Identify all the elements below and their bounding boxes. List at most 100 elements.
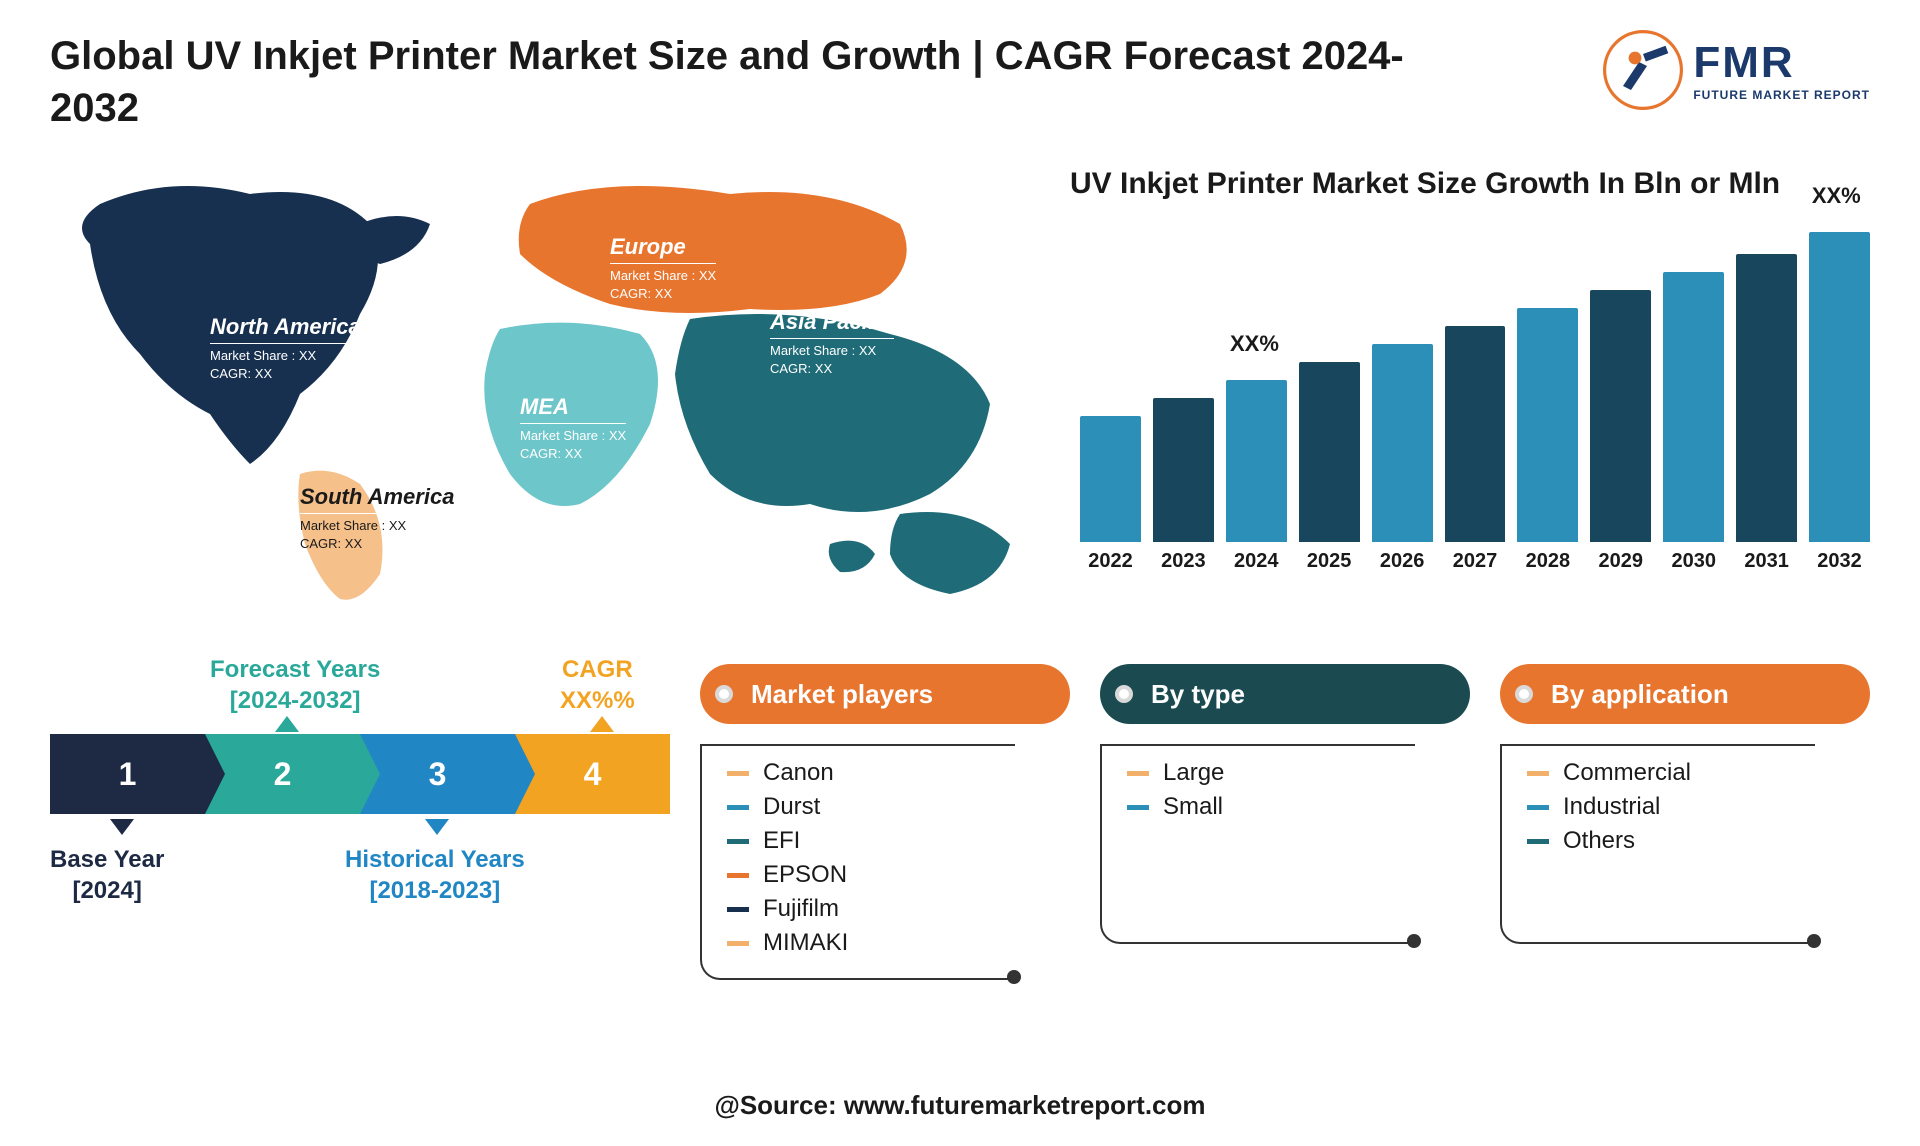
world-map: North AmericaMarket Share : XXCAGR: XX So… (50, 164, 1030, 604)
forecast-title: Forecast Years (210, 654, 380, 685)
telescope-icon (1603, 30, 1683, 110)
pill-list: Large Small (1100, 744, 1415, 944)
list-item-label: Durst (763, 793, 820, 821)
bar-wrap: 2027 (1445, 326, 1506, 573)
cagr-label: CAGR XX%% (560, 654, 635, 716)
list-item: Large (1127, 759, 1405, 787)
bullet-icon (727, 771, 749, 776)
pill-title: Market players (751, 679, 933, 710)
bar-year-label: 2031 (1744, 550, 1789, 573)
timeline-segment: 3 (360, 734, 515, 814)
bar-wrap: 2031 (1736, 254, 1797, 573)
bar-year-label: 2027 (1453, 550, 1498, 573)
bar-wrap: 2029 (1590, 290, 1651, 573)
bar-wrap: 2023 (1153, 398, 1214, 573)
list-item: Small (1127, 793, 1405, 821)
list-item: EPSON (727, 861, 1005, 889)
map-svg (50, 164, 1030, 604)
bar-annotation: XX% (1812, 183, 1861, 209)
bar-year-label: 2032 (1817, 550, 1862, 573)
list-item-label: Others (1563, 827, 1635, 855)
pill-list: Commercial Industrial Others (1500, 744, 1815, 944)
bar-year-label: 2025 (1307, 550, 1352, 573)
list-item-label: Small (1163, 793, 1223, 821)
bar (1663, 272, 1724, 542)
list-item-label: EPSON (763, 861, 847, 889)
bar-wrap: 2022 (1080, 416, 1141, 573)
bar (1517, 308, 1578, 542)
region-label: MEAMarket Share : XXCAGR: XX (520, 394, 626, 463)
page-title: Global UV Inkjet Printer Market Size and… (50, 30, 1450, 134)
top-section: North AmericaMarket Share : XXCAGR: XX So… (50, 164, 1870, 604)
bar-annotation: XX% (1230, 331, 1279, 357)
bar (1736, 254, 1797, 542)
bar-year-label: 2024 (1234, 550, 1279, 573)
bar (1153, 398, 1214, 542)
pill-columns: Market players Canon Durst EFI EPSON Fujifilm… (700, 664, 1870, 980)
cagr-title: CAGR (560, 654, 635, 685)
logo: FMR FUTURE MARKET REPORT (1603, 30, 1870, 110)
forecast-range: [2024-2032] (210, 685, 380, 716)
bar-wrap: 2028 (1517, 308, 1578, 573)
bar-year-label: 2028 (1526, 550, 1571, 573)
bar-year-label: 2026 (1380, 550, 1425, 573)
pill-header: By type (1100, 664, 1470, 724)
cagr-value: XX%% (560, 685, 635, 716)
bullet-icon (1527, 771, 1549, 776)
list-item: Industrial (1527, 793, 1805, 821)
bullet-icon (727, 907, 749, 912)
historical-title: Historical Years (345, 844, 525, 875)
pill-column: By type Large Small (1100, 664, 1470, 980)
pill-header: By application (1500, 664, 1870, 724)
region-label: North AmericaMarket Share : XXCAGR: XX (210, 314, 361, 383)
list-item: Canon (727, 759, 1005, 787)
pill-title: By application (1551, 679, 1729, 710)
bullet-icon (1527, 805, 1549, 810)
bar-chart: 2022 2023 2024 2025 2026 2027 2028 2029 2030 2031… (1070, 213, 1870, 573)
pill-title: By type (1151, 679, 1245, 710)
pill-dot-icon (1515, 685, 1533, 703)
bar-chart-area: UV Inkjet Printer Market Size Growth In … (1070, 164, 1870, 604)
bar-wrap: 2024 (1226, 380, 1287, 573)
bar-year-label: 2030 (1671, 550, 1716, 573)
list-item-label: Fujifilm (763, 895, 839, 923)
base-range: [2024] (50, 875, 164, 906)
bar (1590, 290, 1651, 542)
pill-dot-icon (1115, 685, 1133, 703)
historical-label: Historical Years [2018-2023] (345, 844, 525, 906)
region-label: EuropeMarket Share : XXCAGR: XX (610, 234, 716, 303)
bar-year-label: 2023 (1161, 550, 1206, 573)
bar-wrap: 2030 (1663, 272, 1724, 573)
down-arrow-icon (425, 819, 449, 835)
pill-column: Market players Canon Durst EFI EPSON Fujifilm… (700, 664, 1070, 980)
timeline-segment: 1 (50, 734, 205, 814)
region-label: South AmericaMarket Share : XXCAGR: XX (300, 484, 454, 553)
list-item-label: MIMAKI (763, 929, 848, 957)
bar-year-label: 2029 (1599, 550, 1644, 573)
list-item-label: EFI (763, 827, 800, 855)
header: Global UV Inkjet Printer Market Size and… (50, 30, 1870, 134)
bullet-icon (1127, 771, 1149, 776)
up-arrow-icon (275, 716, 299, 732)
bar-wrap: 2026 (1372, 344, 1433, 573)
bar-wrap: 2032 (1809, 232, 1870, 573)
pill-list: Canon Durst EFI EPSON Fujifilm MIMAKI (700, 744, 1015, 980)
base-label: Base Year [2024] (50, 844, 164, 906)
timeline: 1234 (50, 734, 670, 814)
source-attribution: @Source: www.futuremarketreport.com (714, 1090, 1205, 1121)
pill-header: Market players (700, 664, 1070, 724)
bar-wrap: 2025 (1299, 362, 1360, 573)
list-item: Durst (727, 793, 1005, 821)
list-item: Commercial (1527, 759, 1805, 787)
list-item-label: Commercial (1563, 759, 1691, 787)
bullet-icon (1527, 839, 1549, 844)
bullet-icon (727, 839, 749, 844)
base-title: Base Year (50, 844, 164, 875)
list-item-label: Industrial (1563, 793, 1660, 821)
logo-sub-text: FUTURE MARKET REPORT (1693, 88, 1870, 102)
list-item: Fujifilm (727, 895, 1005, 923)
bar (1299, 362, 1360, 542)
timeline-box: Forecast Years [2024-2032] CAGR XX%% 123… (50, 664, 670, 814)
chart-title: UV Inkjet Printer Market Size Growth In … (1070, 164, 1870, 203)
list-item-label: Canon (763, 759, 834, 787)
